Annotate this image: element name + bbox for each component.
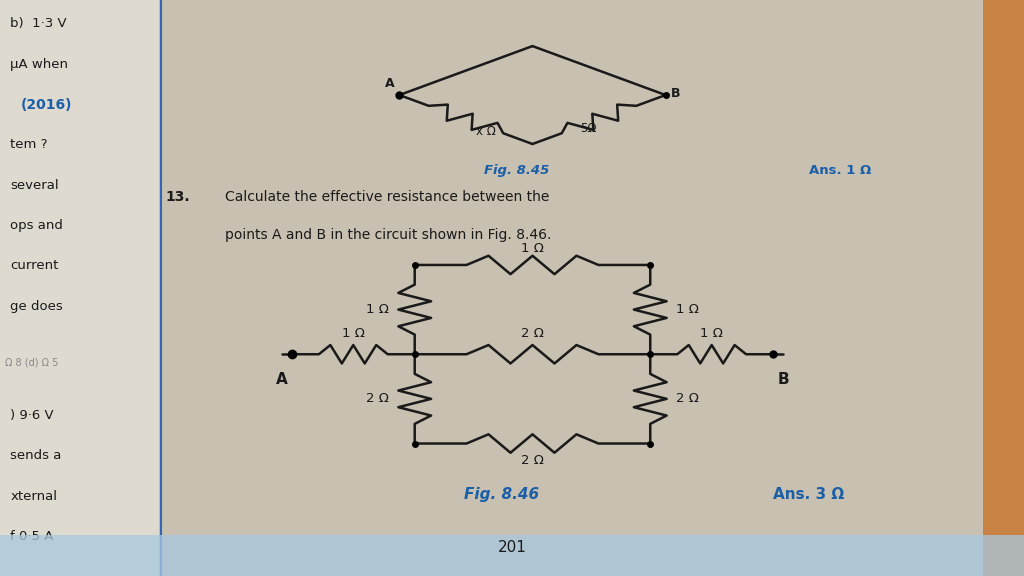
Text: 201: 201: [498, 540, 526, 555]
Text: Fig. 8.45: Fig. 8.45: [484, 164, 550, 177]
Text: B: B: [671, 87, 680, 100]
Text: B: B: [777, 372, 790, 386]
Bar: [0, 535, 1024, 576]
Text: ge does: ge does: [10, 300, 63, 313]
Text: several: several: [10, 179, 58, 192]
Text: A: A: [385, 77, 394, 90]
Bar: [0, 0, 159, 576]
Bar: [983, 0, 1024, 576]
Text: 1 Ω: 1 Ω: [521, 241, 544, 255]
Text: b)  1·3 V: b) 1·3 V: [10, 17, 67, 31]
Text: 2 Ω: 2 Ω: [367, 392, 389, 406]
Text: 13.: 13.: [166, 190, 190, 204]
Text: ) 9·6 V: ) 9·6 V: [10, 409, 54, 422]
Text: sends a: sends a: [10, 449, 61, 463]
Text: A: A: [275, 372, 288, 386]
Text: 2 Ω: 2 Ω: [521, 327, 544, 340]
Text: f 0·5 A: f 0·5 A: [10, 530, 53, 543]
Text: Fig. 8.46: Fig. 8.46: [464, 487, 540, 502]
Text: tem ?: tem ?: [10, 138, 48, 151]
Text: points A and B in the circuit shown in Fig. 8.46.: points A and B in the circuit shown in F…: [225, 228, 552, 241]
Text: Ans. 3 Ω: Ans. 3 Ω: [773, 487, 845, 502]
Text: 2 Ω: 2 Ω: [676, 392, 698, 406]
Text: 1 Ω: 1 Ω: [676, 303, 698, 316]
Text: 1 Ω: 1 Ω: [367, 303, 389, 316]
Text: (2016): (2016): [20, 98, 72, 112]
Text: Calculate the effective resistance between the: Calculate the effective resistance betwe…: [225, 190, 550, 204]
Text: 1 Ω: 1 Ω: [700, 327, 723, 340]
Text: x Ω: x Ω: [476, 126, 497, 138]
Text: Ω 8 (d) Ω 5: Ω 8 (d) Ω 5: [5, 357, 58, 367]
Text: 1 Ω: 1 Ω: [342, 327, 365, 340]
Text: 2 Ω: 2 Ω: [521, 454, 544, 467]
Text: ops and: ops and: [10, 219, 63, 232]
Text: Ans. 1 Ω: Ans. 1 Ω: [809, 164, 870, 177]
Text: current: current: [10, 259, 58, 272]
Text: xternal: xternal: [10, 490, 57, 503]
Text: 5Ω: 5Ω: [581, 123, 597, 135]
Text: μA when: μA when: [10, 58, 69, 71]
